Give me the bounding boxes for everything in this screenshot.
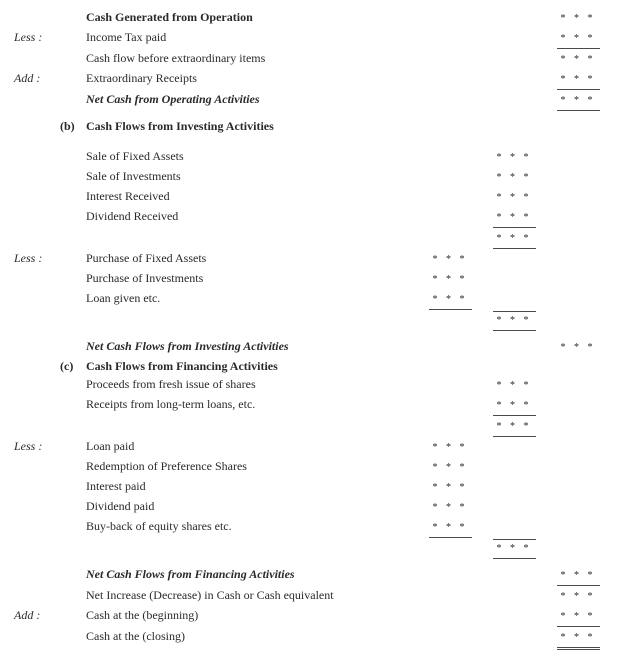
- line-sale-investments: Sale of Investments: [86, 167, 418, 185]
- line-cash-closing: Cash at the (closing): [86, 627, 418, 645]
- line-interest-received: Interest Received: [86, 187, 418, 205]
- section-title-financing: Cash Flows from Financing Activities: [86, 357, 418, 375]
- line-dividend-paid: Dividend paid: [86, 497, 418, 515]
- amount-placeholder: * * *: [429, 499, 472, 517]
- line-cash-beginning: Cash at the (beginning): [86, 606, 418, 624]
- section-title-investing: Cash Flows from Investing Activities: [86, 117, 418, 135]
- section-marker-c: (c): [60, 357, 86, 375]
- line-buyback: Buy-back of equity shares etc.: [86, 517, 418, 535]
- amount-placeholder: * * *: [557, 71, 600, 90]
- amount-placeholder: * * *: [557, 10, 600, 28]
- amount-placeholder: * * *: [429, 291, 472, 310]
- label-add: Add :: [14, 69, 60, 87]
- amount-placeholder: * * *: [557, 608, 600, 627]
- amount-placeholder: * * *: [493, 539, 536, 559]
- amount-placeholder: * * *: [493, 418, 536, 437]
- amount-placeholder: * * *: [557, 339, 600, 357]
- amount-placeholder: * * *: [429, 251, 472, 269]
- line-redemption-pref: Redemption of Preference Shares: [86, 457, 418, 475]
- line-sale-fixed-assets: Sale of Fixed Assets: [86, 147, 418, 165]
- cash-flow-statement-table: Cash Generated from Operation * * * Less…: [14, 8, 610, 650]
- amount-placeholder: * * *: [557, 588, 600, 606]
- amount-placeholder: * * *: [493, 397, 536, 416]
- amount-placeholder: * * *: [493, 377, 536, 395]
- amount-placeholder: * * *: [493, 149, 536, 167]
- amount-placeholder: * * *: [557, 30, 600, 49]
- line-proceeds-shares: Proceeds from fresh issue of shares: [86, 375, 418, 393]
- label-less: Less :: [14, 28, 60, 46]
- amount-placeholder: * * *: [493, 169, 536, 187]
- line-loan-given: Loan given etc.: [86, 289, 418, 307]
- line-loan-paid: Loan paid: [86, 437, 418, 455]
- amount-placeholder: * * *: [429, 519, 472, 538]
- amount-placeholder: * * *: [557, 92, 600, 111]
- label-add: Add :: [14, 606, 60, 624]
- section-marker-b: (b): [60, 117, 86, 135]
- amount-placeholder: * * *: [493, 230, 536, 249]
- line-purchase-fixed-assets: Purchase of Fixed Assets: [86, 249, 418, 267]
- line-net-increase: Net Increase (Decrease) in Cash or Cash …: [86, 586, 418, 604]
- line-net-cash-financing: Net Cash Flows from Financing Activities: [86, 565, 418, 583]
- line-net-cash-investing: Net Cash Flows from Investing Activities: [86, 337, 418, 355]
- line-income-tax-paid: Income Tax paid: [86, 28, 418, 46]
- line-dividend-received: Dividend Received: [86, 207, 418, 225]
- amount-placeholder: * * *: [429, 479, 472, 497]
- amount-placeholder: * * *: [557, 629, 600, 650]
- line-receipts-loans: Receipts from long-term loans, etc.: [86, 395, 418, 413]
- line-extra-receipts: Extraordinary Receipts: [86, 69, 418, 87]
- amount-placeholder: * * *: [493, 189, 536, 207]
- amount-placeholder: * * *: [429, 439, 472, 457]
- line-cash-flow-before-extra: Cash flow before extraordinary items: [86, 49, 418, 67]
- amount-placeholder: * * *: [429, 459, 472, 477]
- line-purchase-investments: Purchase of Investments: [86, 269, 418, 287]
- amount-placeholder: * * *: [493, 209, 536, 228]
- amount-placeholder: * * *: [557, 567, 600, 586]
- label-less: Less :: [14, 437, 60, 455]
- amount-placeholder: * * *: [493, 311, 536, 331]
- line-interest-paid: Interest paid: [86, 477, 418, 495]
- line-cash-gen-op: Cash Generated from Operation: [86, 8, 418, 26]
- amount-placeholder: * * *: [429, 271, 472, 289]
- line-net-cash-operating: Net Cash from Operating Activities: [86, 90, 418, 108]
- amount-placeholder: * * *: [557, 51, 600, 69]
- label-less: Less :: [14, 249, 60, 267]
